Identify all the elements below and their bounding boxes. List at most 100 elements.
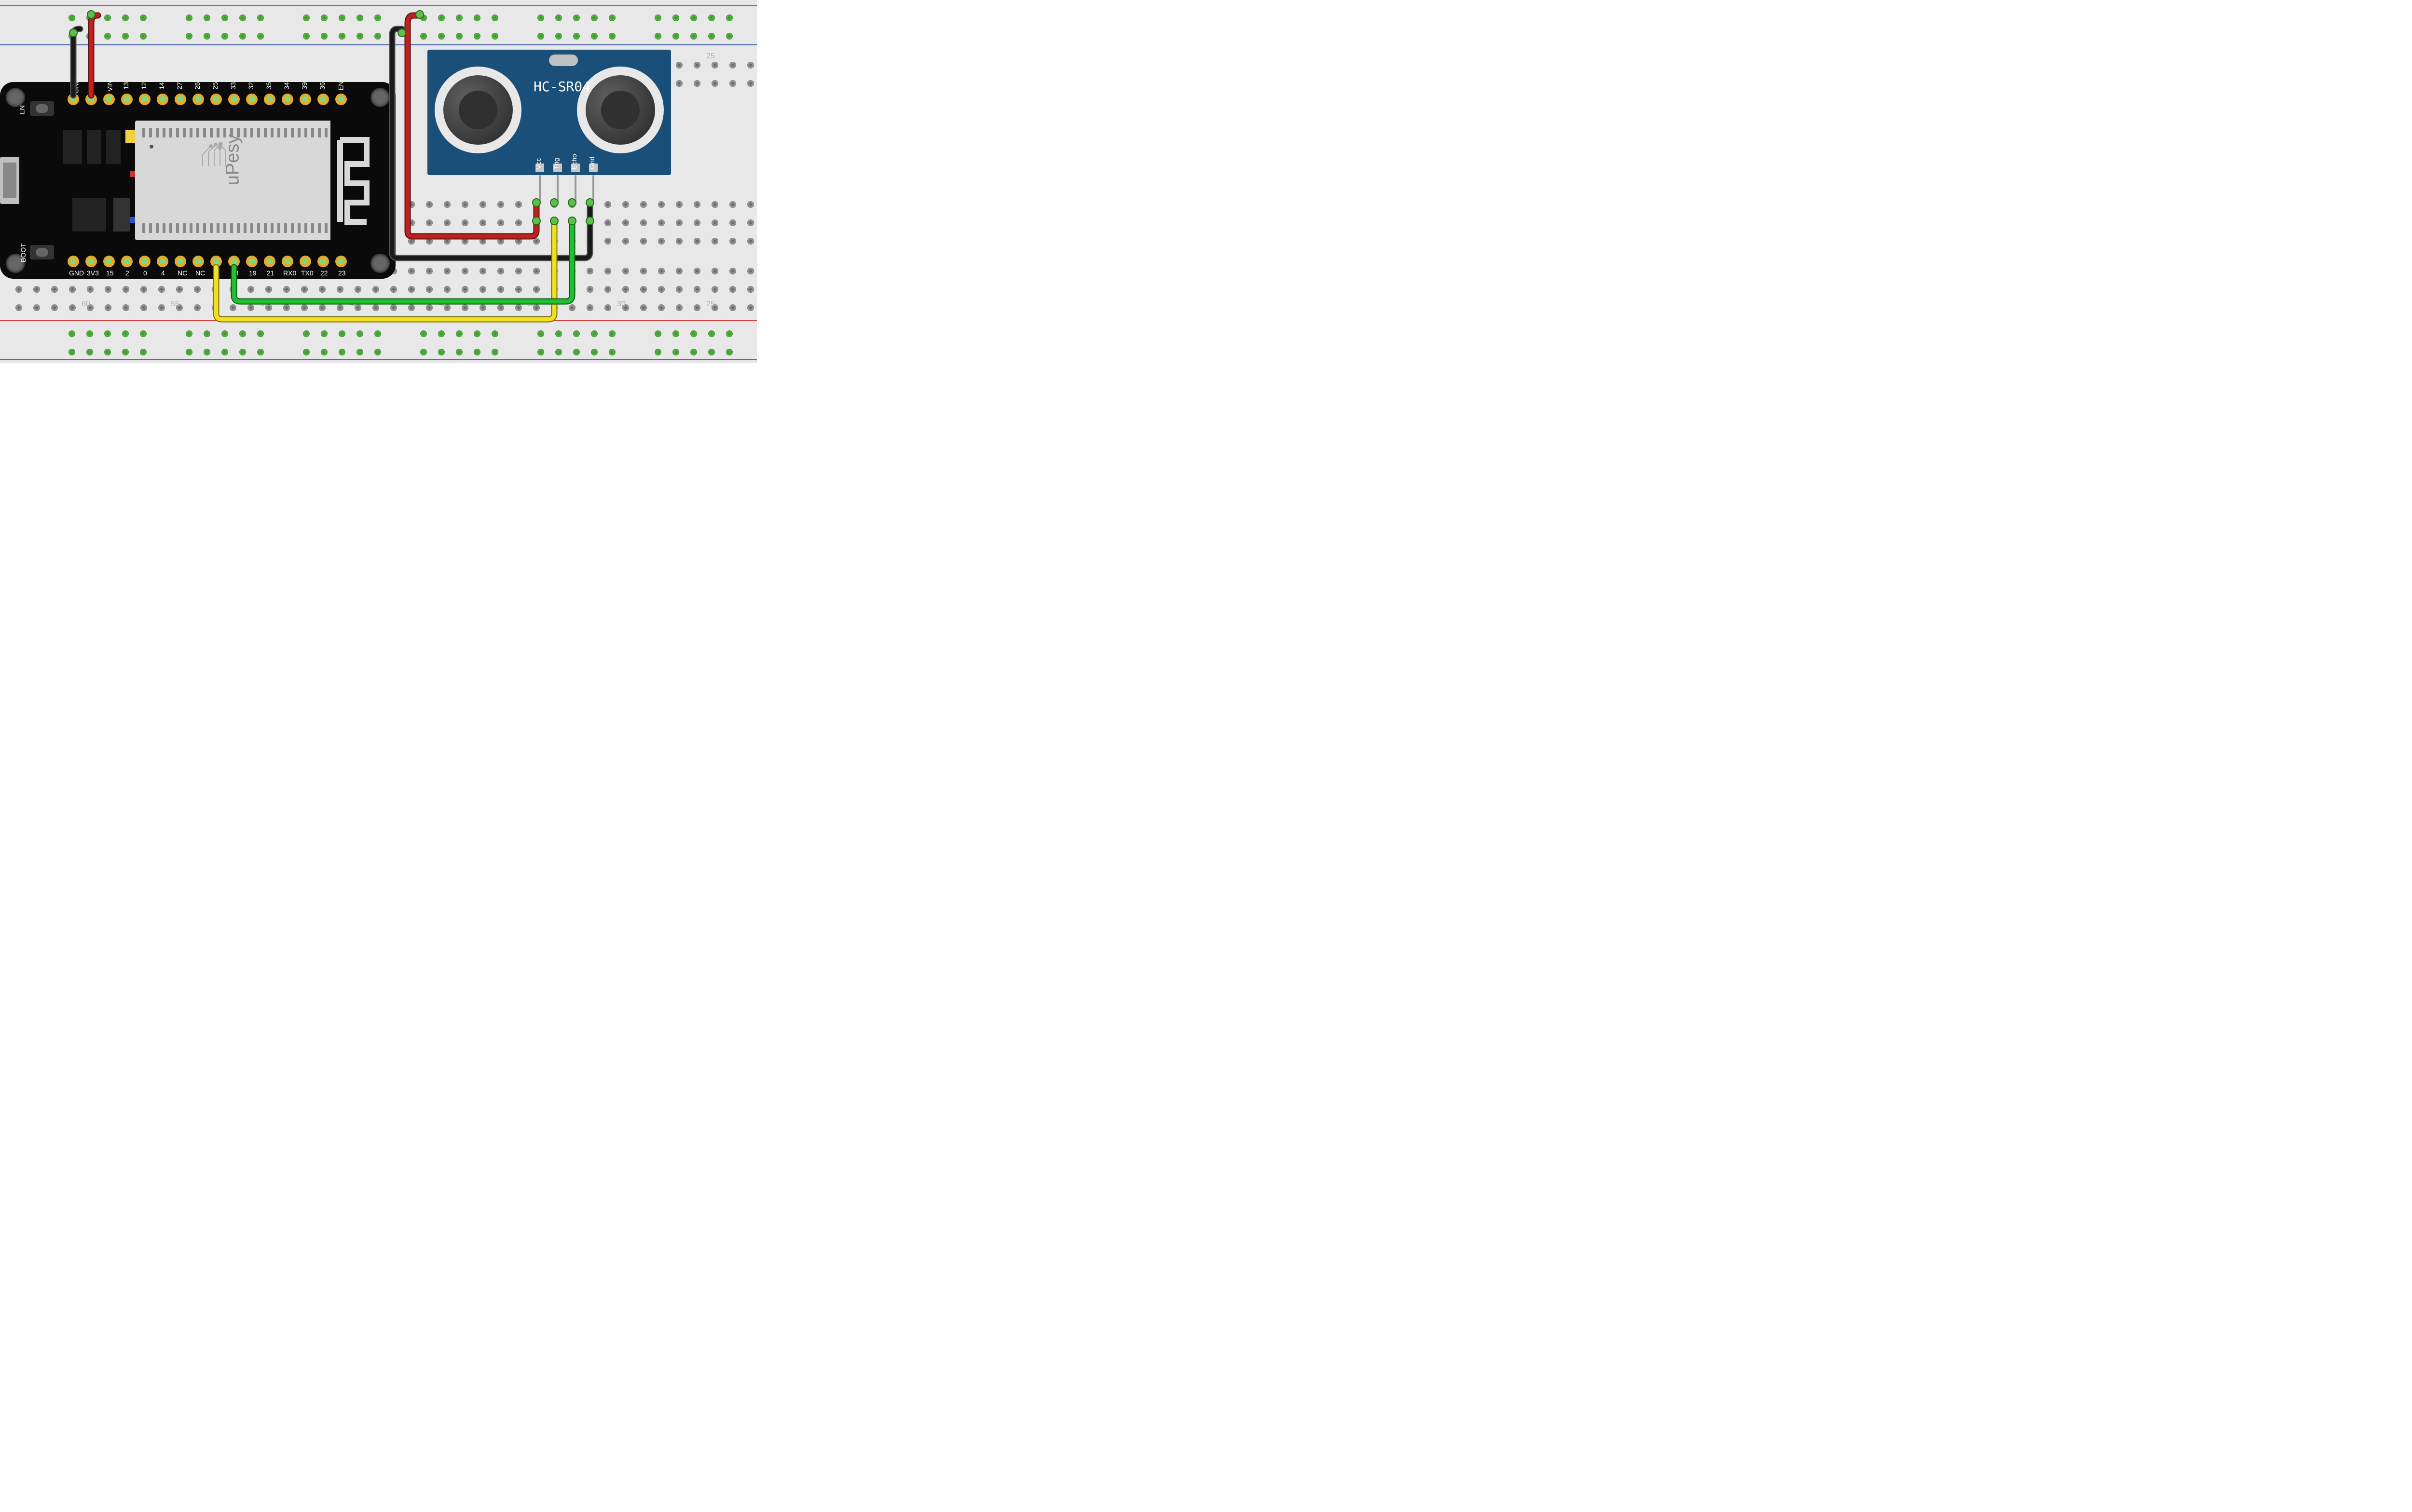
tie-hole [515,286,522,293]
tie-hole [408,238,415,245]
boot-button [30,245,54,259]
power-hole [555,33,562,40]
tie-hole [319,286,326,293]
tie-hole [729,238,736,245]
power-hole [339,33,345,40]
power-hole [374,330,381,337]
tie-hole [230,286,236,293]
esp32-pin-3v3 [85,256,97,267]
power-hole [690,330,697,337]
power-hole [492,33,498,40]
tie-hole [729,62,736,68]
esp32-pin-rx0 [282,256,293,267]
tie-hole [747,80,754,87]
tie-hole [408,286,415,293]
esp32-shield: uPesy [135,121,376,240]
power-hole [374,349,381,355]
tie-hole [355,286,361,293]
pin-label: 34 [283,82,290,90]
power-hole [474,349,480,355]
tie-hole [640,201,647,208]
power-hole [356,330,363,337]
tie-hole [301,286,308,293]
tie-hole [747,238,754,245]
power-hole [69,33,75,40]
power-hole [591,330,598,337]
esp32-pin-26 [192,94,204,105]
tie-hole [515,219,522,226]
power-hole [140,14,147,21]
power-hole [86,349,93,355]
tie-hole [694,268,700,274]
power-hole [221,33,228,40]
esp32-pin-15 [103,256,115,267]
power-hole [356,14,363,21]
power-hole [573,330,580,337]
power-hole [140,33,147,40]
column-label: 45 [349,300,358,309]
tie-hole [747,62,754,68]
smd-chip [113,198,130,232]
tie-hole [87,286,94,293]
pin-label: 32 [247,82,255,90]
esp32-pin-gnd [68,94,79,105]
power-hole [690,349,697,355]
tie-hole [194,286,201,293]
power-hole [708,14,715,21]
power-hole [356,33,363,40]
tie-hole [604,286,611,293]
tie-hole [426,219,433,226]
pin-label: 2 [125,269,129,277]
tie-hole [676,219,683,226]
tie-hole [747,201,754,208]
hcsr04-pin-leg [539,175,541,203]
tie-hole [462,219,468,226]
tie-hole [194,304,201,311]
esp32-pin-vin [103,94,115,105]
tie-hole [158,304,165,311]
hcsr04-pin-leg [592,175,594,203]
tie-hole [105,304,111,311]
tie-hole [747,304,754,311]
pin-label: TX0 [301,269,314,277]
power-hole [204,330,210,337]
power-hole [420,14,427,21]
tie-hole [480,238,486,245]
power-hole [140,330,147,337]
tie-hole [390,304,397,311]
tie-hole [51,304,58,311]
power-hole [537,33,544,40]
tie-hole [622,201,629,208]
tie-hole [444,238,451,245]
tie-hole [283,304,290,311]
power-hole [438,14,445,21]
power-hole [591,349,598,355]
pin-label: 5 [215,269,219,277]
pin-label: GND [69,269,84,277]
bottom-rail-red [0,320,757,321]
power-hole [492,14,498,21]
tie-hole [426,268,433,274]
esp32-pin-nc [175,256,186,267]
power-hole [221,14,228,21]
pin-label: 19 [249,269,257,277]
power-hole [591,14,598,21]
power-hole [591,33,598,40]
pin-label: RX0 [283,269,296,277]
power-hole [257,349,264,355]
esp32-pin-34 [282,94,293,105]
tie-hole [176,286,183,293]
tie-hole [444,201,451,208]
tie-hole [729,286,736,293]
tie-hole [587,219,593,226]
pin-label: 22 [320,269,328,277]
power-hole [655,349,661,355]
power-hole [186,330,192,337]
esp32-pin-gnd [68,256,79,267]
tie-hole [569,304,576,311]
power-hole [573,349,580,355]
tie-hole [533,286,540,293]
esp32-pin-27 [175,94,186,105]
tie-hole [729,268,736,274]
power-hole [456,33,463,40]
